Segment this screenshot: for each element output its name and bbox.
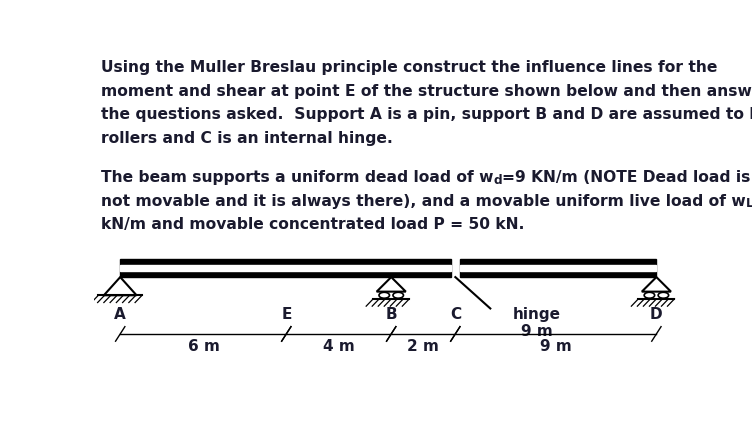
Text: hinge: hinge [513,308,561,323]
Text: 9 m: 9 m [521,324,553,339]
Text: the questions asked.  Support A is a pin, support B and D are assumed to be a: the questions asked. Support A is a pin,… [101,107,752,122]
Text: C: C [450,308,461,323]
Text: A: A [114,308,126,323]
Bar [120,259,450,277]
Text: =9 KN/m (NOTE Dead load is: =9 KN/m (NOTE Dead load is [502,170,750,185]
Bar [460,259,656,277]
Text: d: d [493,174,502,187]
Circle shape [644,292,655,298]
Bar [460,265,656,271]
Text: E: E [281,308,292,323]
Text: moment and shear at point E of the structure shown below and then answer: moment and shear at point E of the struc… [101,84,752,99]
Polygon shape [377,277,406,292]
Circle shape [658,292,669,298]
Text: 6 m: 6 m [188,339,220,354]
Bar [120,265,450,271]
Text: 2 m: 2 m [408,339,439,354]
Text: B: B [386,308,397,323]
Text: Using the Muller Breslau principle construct the influence lines for the: Using the Muller Breslau principle const… [101,60,717,75]
Text: L: L [746,197,752,211]
Text: 4 m: 4 m [323,339,355,354]
Polygon shape [104,277,137,295]
Text: The beam supports a uniform dead load of w: The beam supports a uniform dead load of… [101,170,493,185]
Circle shape [379,292,390,298]
Polygon shape [641,277,671,292]
Text: 9 m: 9 m [540,339,572,354]
Circle shape [393,292,404,298]
Text: D: D [650,308,663,323]
Text: rollers and C is an internal hinge.: rollers and C is an internal hinge. [101,131,393,146]
Text: kN/m and movable concentrated load P = 50 kN.: kN/m and movable concentrated load P = 5… [101,218,524,233]
Text: not movable and it is always there), and a movable uniform live load of w: not movable and it is always there), and… [101,193,746,208]
